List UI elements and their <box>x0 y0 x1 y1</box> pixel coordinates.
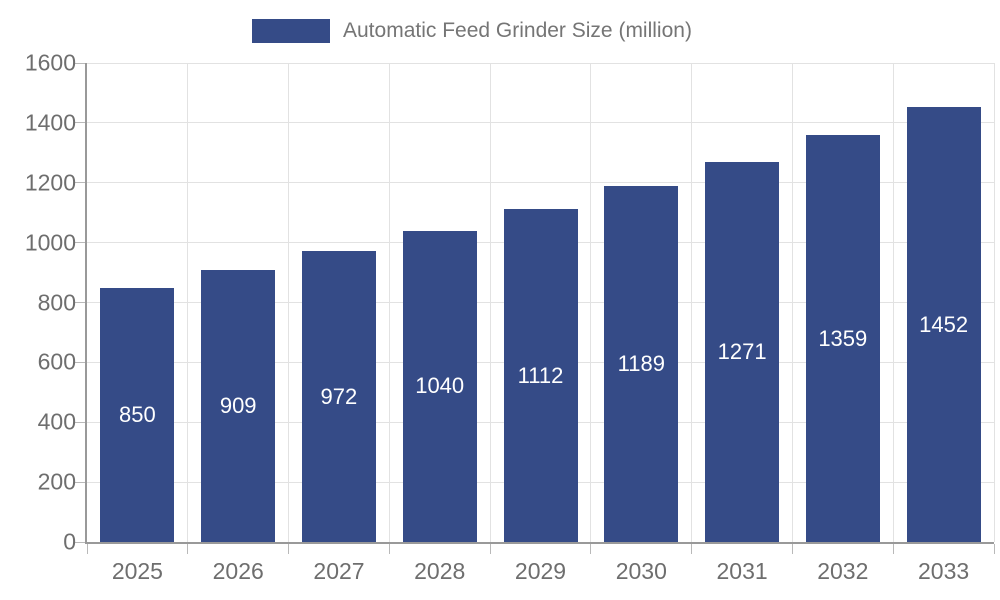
bar-2025[interactable]: 850 <box>100 287 175 542</box>
bar-value-label: 972 <box>320 383 358 409</box>
gridline-vertical <box>691 63 693 542</box>
legend-swatch <box>252 19 330 43</box>
bar-2033[interactable]: 1452 <box>906 107 981 542</box>
bar-2026[interactable]: 909 <box>201 269 276 542</box>
bar-2031[interactable]: 1271 <box>705 161 780 542</box>
bar-value-label: 1189 <box>617 351 665 376</box>
bar-value-label: 909 <box>219 392 257 418</box>
y-axis-tick-label: 1000 <box>24 229 76 256</box>
x-axis-tick-label: 2032 <box>817 558 869 584</box>
x-axis-tick-label: 2027 <box>313 558 365 584</box>
y-axis-tick <box>75 421 85 423</box>
bar-value-label: 1359 <box>818 325 868 351</box>
gridline-vertical <box>993 63 995 542</box>
legend-item[interactable]: Automatic Feed Grinder Size (million) <box>252 19 692 43</box>
y-axis-tick <box>75 182 85 184</box>
gridline-vertical <box>388 63 390 542</box>
gridline-vertical <box>489 63 491 542</box>
x-axis-line <box>85 542 994 544</box>
y-axis-tick-label: 600 <box>37 348 76 375</box>
bar-2028[interactable]: 1040 <box>402 230 477 542</box>
bar-2030[interactable]: 1189 <box>604 186 679 542</box>
bar-value-label: 1040 <box>415 373 465 399</box>
x-axis-tick-label: 2031 <box>716 558 768 584</box>
y-axis-tick-label: 0 <box>63 528 76 555</box>
x-axis-tick <box>892 544 894 554</box>
bar-value-label: 1112 <box>517 362 564 388</box>
y-axis-tick <box>75 481 85 483</box>
x-axis-tick <box>288 544 290 554</box>
gridline-vertical <box>187 63 189 542</box>
y-axis-tick-label: 200 <box>37 468 76 495</box>
bar-value-label: 1271 <box>717 338 767 364</box>
x-axis-tick <box>691 544 693 554</box>
x-axis-tick <box>86 544 88 554</box>
x-axis-tick <box>993 544 995 554</box>
gridline-horizontal <box>87 182 994 184</box>
bar-2032[interactable]: 1359 <box>805 135 880 542</box>
x-axis-tick <box>791 544 793 554</box>
x-axis-tick <box>187 544 189 554</box>
x-axis-tick-label: 2029 <box>514 558 567 584</box>
y-axis-tick <box>75 361 85 363</box>
y-axis-tick <box>75 302 85 303</box>
y-axis-tick <box>75 541 85 543</box>
gridline-vertical <box>791 63 793 542</box>
bar-value-label: 1452 <box>919 311 969 337</box>
gridline-vertical <box>590 63 592 542</box>
y-axis-tick-label: 1400 <box>24 109 76 136</box>
y-axis-tick-label: 400 <box>37 408 76 435</box>
y-axis-tick <box>75 122 85 124</box>
x-axis-tick <box>388 544 390 554</box>
gridline-horizontal <box>87 122 994 124</box>
legend-label: Automatic Feed Grinder Size (million) <box>343 19 692 42</box>
y-axis-tick-label: 1200 <box>24 169 76 196</box>
x-axis-tick-label: 2033 <box>918 558 970 584</box>
y-axis-tick-label: 800 <box>37 289 76 315</box>
gridline-vertical <box>892 63 894 542</box>
x-axis-tick <box>489 544 491 554</box>
x-axis-tick-label: 2028 <box>414 558 466 584</box>
bar-2027[interactable]: 972 <box>301 251 376 542</box>
y-axis-tick <box>75 242 85 244</box>
gridline-vertical <box>288 63 290 542</box>
bar-2029[interactable]: 1112 <box>503 209 578 542</box>
y-axis-tick-label: 1600 <box>24 49 76 76</box>
x-axis-tick-label: 2025 <box>111 558 163 584</box>
x-axis-tick <box>590 544 592 554</box>
gridline-horizontal <box>87 62 994 64</box>
bar-value-label: 850 <box>119 401 156 427</box>
x-axis-tick-label: 2026 <box>212 558 264 584</box>
x-axis-tick-label: 2030 <box>615 558 667 584</box>
y-axis-tick <box>75 62 85 64</box>
y-axis-line <box>85 63 87 542</box>
plot-area: 850 909 972 1040 1112 1189 1271 1359 1452 <box>75 62 995 554</box>
